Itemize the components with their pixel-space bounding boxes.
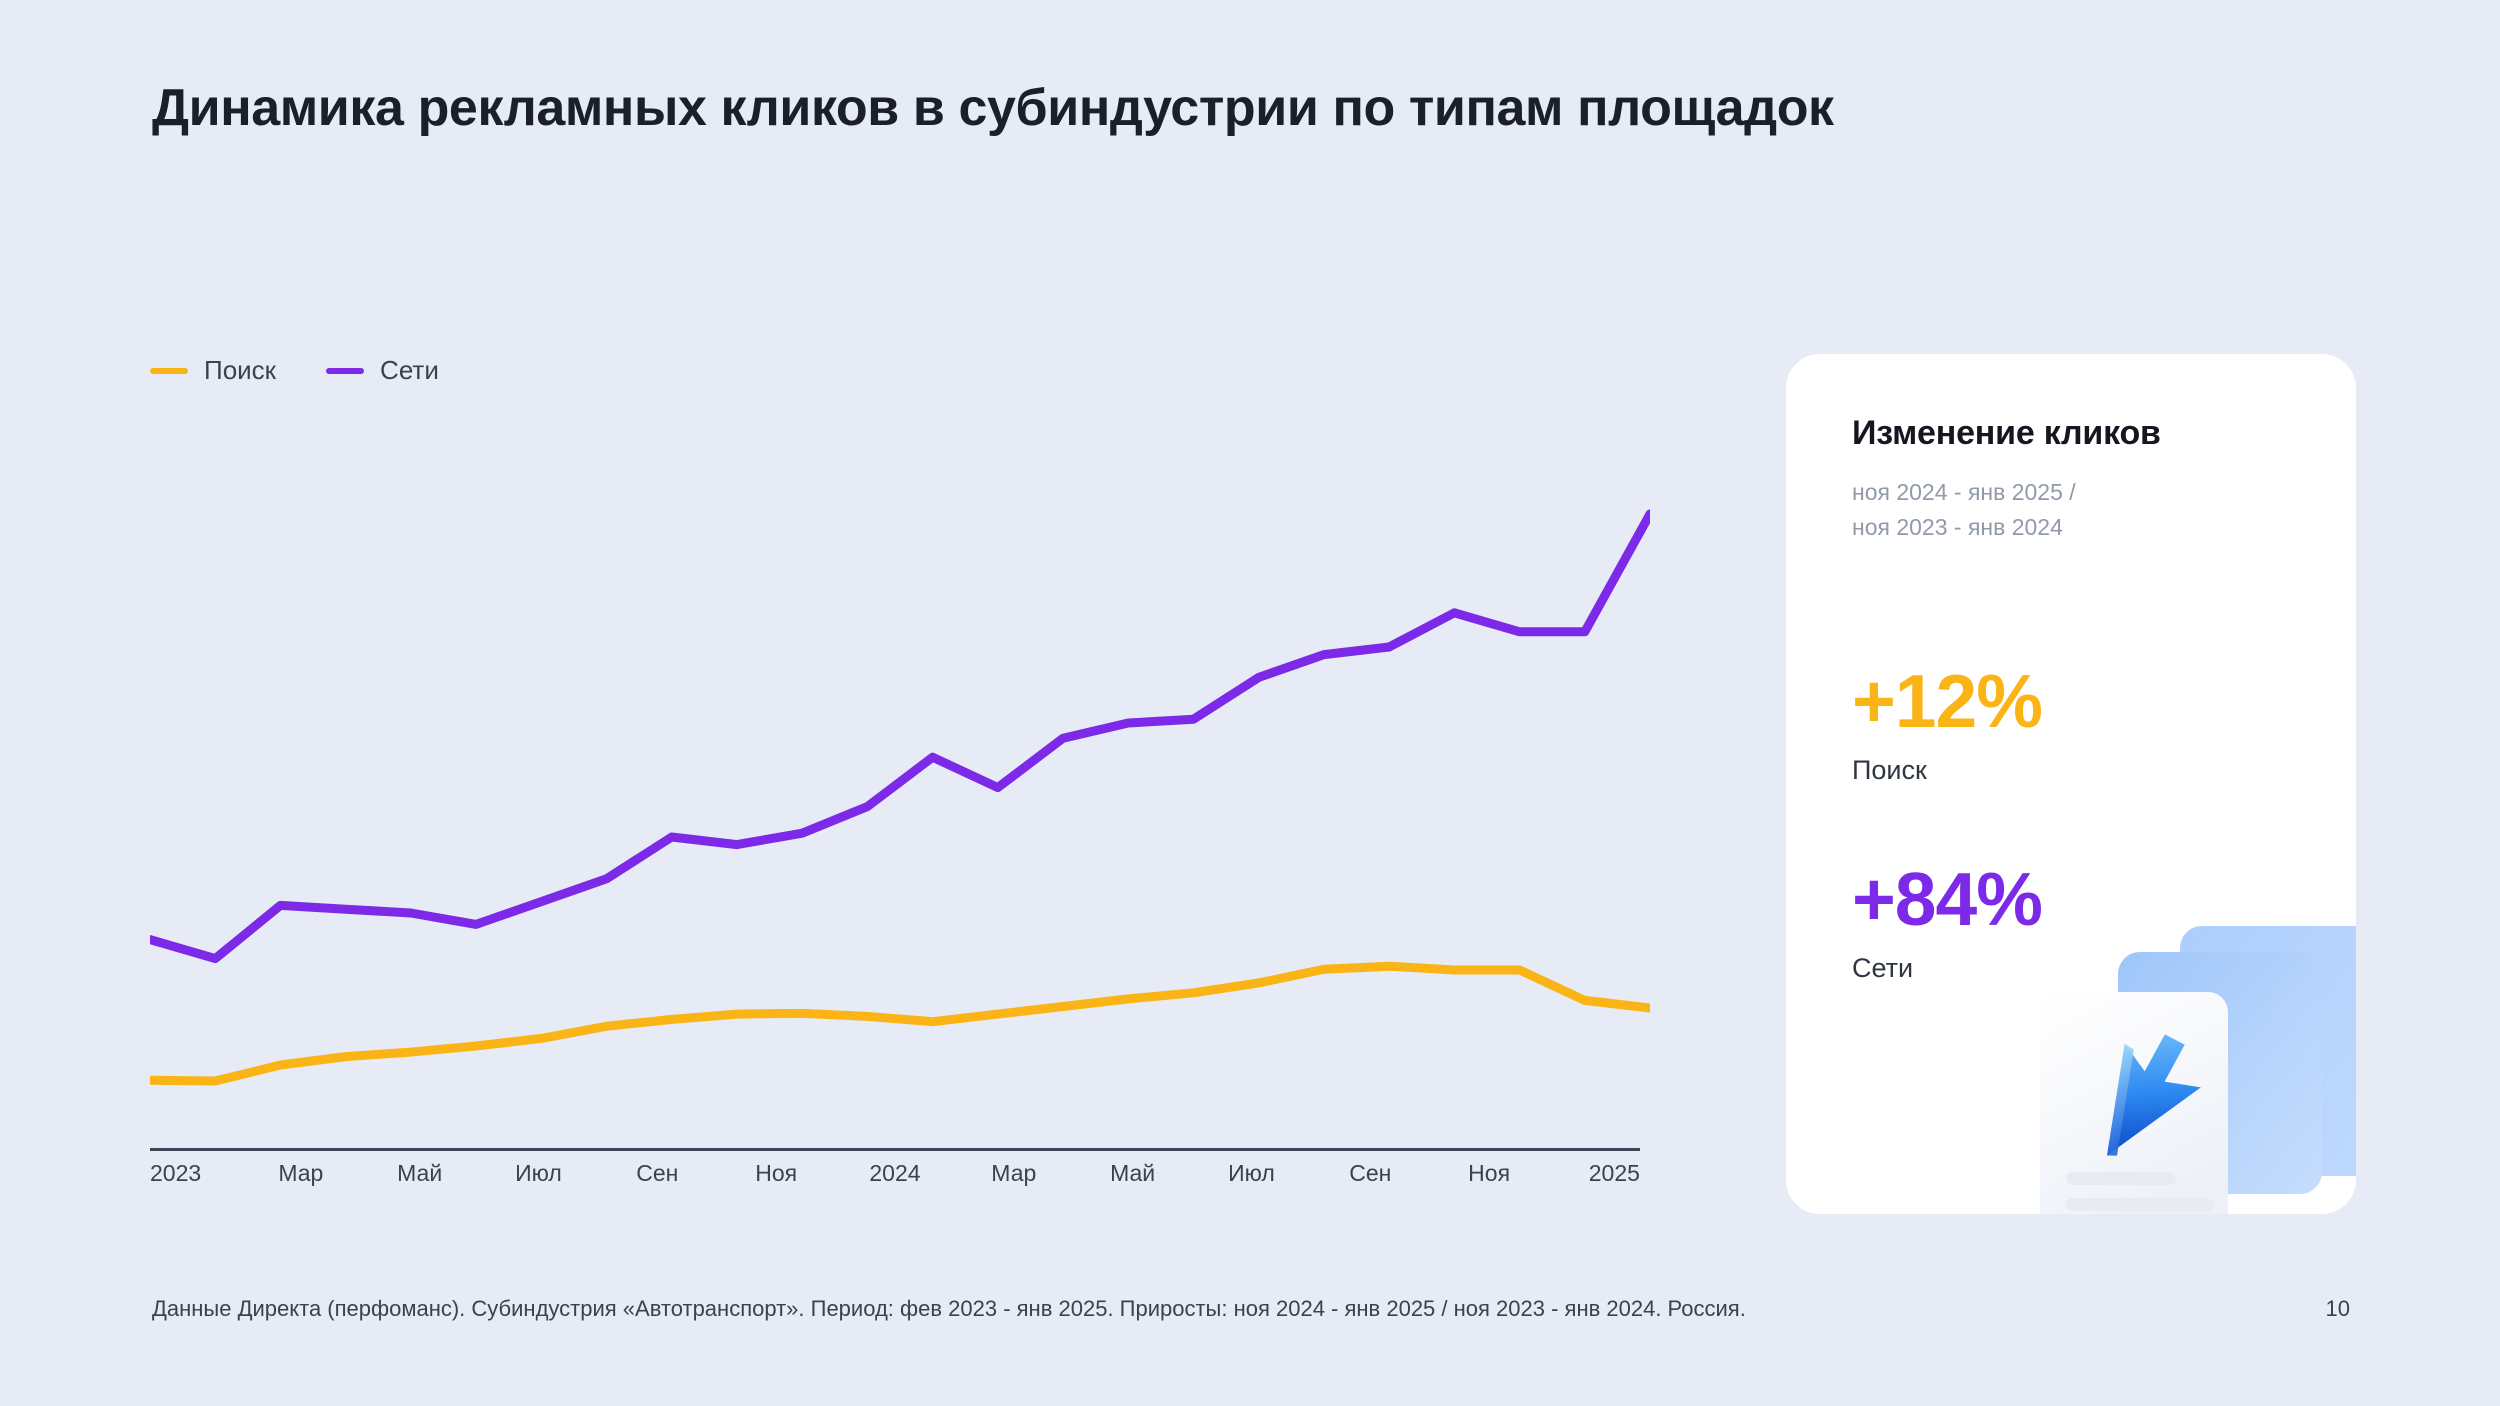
x-axis-tick-3: Июл [515,1160,562,1186]
folder-cursor-illustration [1990,900,2356,1214]
chart-svg [150,509,1650,1086]
legend-label-seti: Сети [380,355,439,385]
metrics-card-subtitle-line1: ноя 2024 - янв 2025 / [1852,479,2076,505]
x-axis-tick-8: Май [1110,1160,1156,1186]
x-axis-tick-4: Сен [636,1160,679,1186]
paper-line-1 [2066,1172,2176,1185]
folder-back-shape [2180,926,2356,1176]
metric-poisk-value: +12% [1852,659,2043,743]
metric-seti: +84% Сети [1852,857,2043,984]
x-axis-tick-10: Сен [1349,1160,1392,1186]
metric-seti-value: +84% [1852,857,2043,941]
paper-line-2 [2066,1198,2214,1211]
x-axis-tick-9: Июл [1228,1160,1275,1186]
cursor-arrow-shape [2107,1034,2201,1156]
paper-card-shape [2040,992,2228,1214]
chart-legend: Поиск Сети [150,355,439,386]
series-line-seti [150,509,1650,964]
page-title: Динамика рекламных кликов в субиндустрии… [152,79,1834,137]
x-axis-tick-2: Май [397,1160,443,1186]
footnote: Данные Директа (перфоманс). Субиндустрия… [152,1296,1746,1321]
x-axis-tick-6: 2024 [869,1160,921,1186]
metrics-card: Изменение кликов ноя 2024 - янв 2025 / н… [1786,354,2356,1214]
x-axis-line [150,1148,1640,1151]
series-line-poisk [150,961,1650,1086]
x-axis-tick-5: Ноя [755,1160,798,1186]
line-chart-plot [150,400,1650,1160]
metrics-card-subtitle-line2: ноя 2023 - янв 2024 [1852,513,2063,540]
metric-poisk-label: Поиск [1852,755,1927,785]
legend-swatch-poisk [150,367,188,374]
metric-seti-label: Сети [1852,953,1914,983]
x-axis-tick-labels: 2023 Мар Май Июл Сен Ноя 2024 Мар Май Июл Сен Ноя 20… [150,1160,1640,1187]
folder-front-shape [2118,952,2322,1194]
metrics-card-subtitle: ноя 2024 - янв 2025 / ноя 2023 - янв 202… [1852,475,2316,544]
x-axis-tick-7: Мар [991,1160,1037,1186]
page-number: 10 [2325,1296,2350,1321]
metric-poisk: +12% Поиск [1852,659,2043,786]
legend-item-seti[interactable]: Сети [326,355,439,386]
x-axis-tick-12: 2025 [1588,1160,1640,1186]
legend-swatch-seti [326,367,365,374]
metrics-card-title: Изменение кликов [1852,414,2161,452]
cursor-arrow-highlight [2107,1043,2134,1156]
legend-label-poisk: Поиск [204,355,277,385]
x-axis-tick-0: 2023 [150,1160,202,1186]
folder-cursor-icon [2040,926,2356,1214]
x-axis-tick-11: Ноя [1468,1160,1511,1186]
legend-item-poisk[interactable]: Поиск [150,355,276,386]
x-axis-tick-1: Мар [278,1160,324,1186]
metrics-card-header: Изменение кликов ноя 2024 - янв 2025 / н… [1852,414,2316,544]
